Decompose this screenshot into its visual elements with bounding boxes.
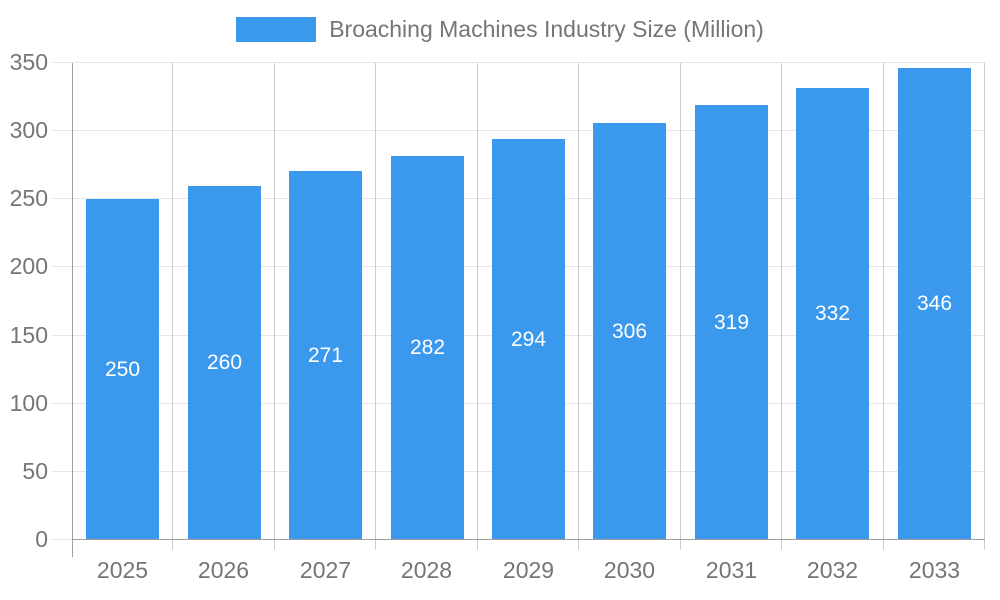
- x-axis-label-2033: 2033: [908, 557, 961, 583]
- x-tick: [578, 540, 579, 550]
- bar-2027[interactable]: 271: [289, 171, 362, 540]
- bar-2033[interactable]: 346: [898, 68, 971, 540]
- bar-value-label: 306: [611, 319, 648, 343]
- category-gridline: [883, 63, 884, 540]
- y-tick: [52, 539, 72, 540]
- y-tick: [52, 266, 72, 268]
- bar-value-label: 260: [206, 351, 243, 374]
- bar-2028[interactable]: 282: [391, 156, 464, 540]
- x-tick: [984, 540, 985, 550]
- bar-2032[interactable]: 332: [796, 88, 869, 540]
- y-tick: [52, 62, 72, 63]
- bar-2031[interactable]: 319: [695, 105, 768, 540]
- x-tick: [477, 540, 478, 550]
- category-gridline: [375, 63, 376, 540]
- y-axis-label: 150: [9, 321, 48, 348]
- x-axis-label-2029: 2029: [502, 557, 555, 583]
- plot-area: 250 260 271 282 294 306 319 332 346: [72, 62, 985, 540]
- bar-2030[interactable]: 306: [593, 123, 666, 540]
- bar-value-label: 332: [814, 302, 851, 325]
- bar-value-label: 346: [916, 292, 953, 315]
- x-tick: [680, 540, 681, 550]
- category-gridline: [781, 63, 782, 540]
- x-axis-line: [72, 539, 985, 540]
- x-tick: [883, 540, 884, 550]
- category-gridline: [274, 63, 275, 540]
- y-tick: [52, 334, 72, 336]
- bar-2025[interactable]: 250: [86, 199, 159, 540]
- y-tick: [52, 198, 72, 200]
- category-gridline: [172, 63, 173, 540]
- bar-value-label: 319: [713, 310, 750, 334]
- y-tick: [52, 402, 72, 404]
- x-axis-label-2026: 2026: [197, 557, 250, 583]
- bar-value-label: 271: [307, 343, 344, 367]
- y-axis-label: 50: [22, 457, 48, 484]
- y-axis-label: 250: [9, 185, 48, 212]
- legend-label: Broaching Machines Industry Size (Millio…: [329, 16, 764, 42]
- y-gridline: [72, 130, 985, 132]
- category-gridline: [984, 63, 985, 540]
- x-tick: [781, 540, 782, 550]
- x-axis-label-2032: 2032: [806, 557, 859, 583]
- y-axis-label: 300: [9, 117, 48, 144]
- x-tick: [274, 540, 275, 550]
- y-axis-label: 100: [9, 389, 48, 416]
- x-axis-label-2028: 2028: [400, 557, 453, 583]
- bar-value-label: 250: [104, 357, 141, 381]
- bar-value-label: 282: [409, 336, 446, 359]
- x-axis-label-2031: 2031: [705, 557, 758, 583]
- category-gridline: [680, 63, 681, 540]
- y-axis-label: 0: [35, 526, 48, 552]
- bar-value-label: 294: [510, 327, 547, 351]
- y-tick: [52, 130, 72, 132]
- bar-2026[interactable]: 260: [188, 186, 261, 540]
- y-axis-label: 200: [9, 253, 48, 280]
- y-axis-line: [72, 63, 73, 557]
- x-axis-label-2025: 2025: [96, 557, 149, 583]
- y-gridline: [72, 62, 985, 64]
- x-tick: [172, 540, 173, 550]
- legend-swatch: [236, 17, 317, 42]
- x-axis-label-2030: 2030: [603, 557, 656, 583]
- y-axis-label: 350: [9, 49, 48, 75]
- x-axis-label-2027: 2027: [299, 557, 352, 583]
- bar-2029[interactable]: 294: [492, 139, 565, 540]
- legend: Broaching Machines Industry Size (Millio…: [0, 16, 1000, 43]
- y-tick: [52, 470, 72, 472]
- x-tick: [375, 540, 376, 550]
- category-gridline: [578, 63, 579, 540]
- category-gridline: [477, 63, 478, 540]
